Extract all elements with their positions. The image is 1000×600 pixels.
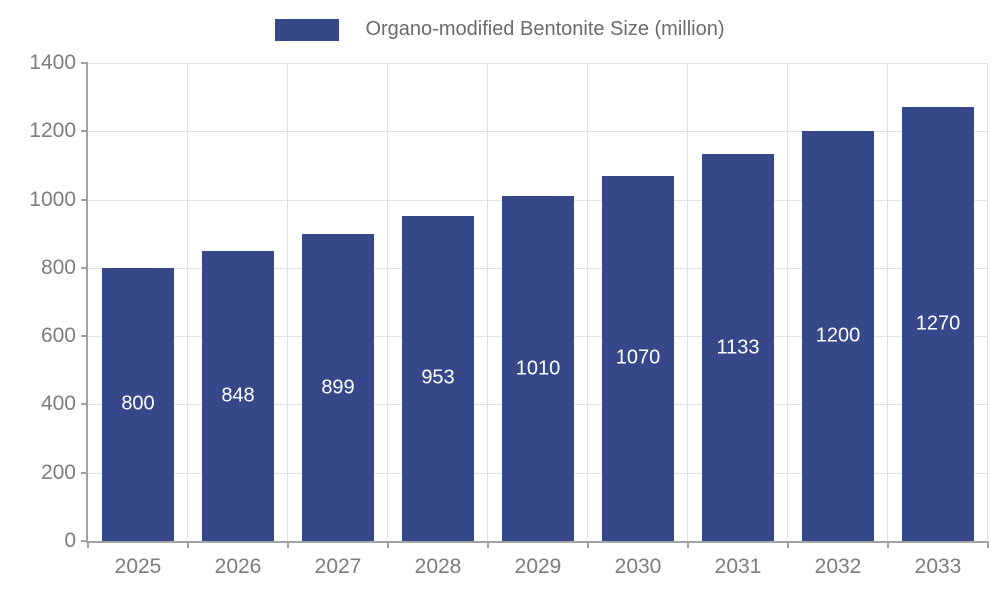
y-axis-tick — [81, 62, 88, 64]
x-axis-label: 2033 — [914, 555, 962, 578]
bar-value-label: 1270 — [915, 312, 961, 335]
gridline-vertical — [987, 63, 988, 541]
y-axis-tick — [81, 471, 88, 474]
bar-value-label: 1200 — [815, 324, 861, 347]
y-axis-tick — [81, 198, 88, 201]
gridline-vertical — [187, 63, 188, 541]
bar-value-label: 1070 — [615, 346, 661, 369]
legend-label: Organo-modified Bentonite Size (million) — [365, 18, 725, 40]
bar-value-label: 1010 — [515, 357, 561, 380]
x-axis-label: 2032 — [814, 555, 862, 578]
y-axis-label: 400 — [40, 392, 76, 416]
y-axis-label: 0 — [64, 529, 76, 552]
x-axis-tick — [187, 541, 189, 548]
plot-area: 0 200 400 600 800 1000 1200 1400 800 2025 848 2026 8… — [29, 51, 989, 578]
gridline-vertical — [287, 63, 288, 541]
gridline-horizontal — [88, 63, 988, 64]
bar-2031: 1133 — [702, 154, 774, 541]
y-axis-label: 800 — [40, 255, 76, 279]
gridline-horizontal — [88, 131, 988, 133]
y-axis-label: 1200 — [29, 119, 76, 143]
gridline-vertical — [887, 63, 888, 541]
legend[interactable]: Organo-modified Bentonite Size (million) — [0, 18, 1000, 41]
x-axis-label: 2031 — [714, 555, 762, 578]
x-axis-tick — [787, 541, 789, 548]
y-axis-tick — [81, 335, 88, 338]
bar-value-label: 800 — [121, 392, 155, 415]
bar-2029: 1010 — [502, 196, 574, 541]
bar-2030: 1070 — [602, 175, 674, 541]
x-axis-label: 2027 — [314, 555, 362, 578]
x-axis-tick — [387, 541, 389, 548]
y-axis-label: 600 — [40, 324, 76, 348]
y-axis-tick — [81, 403, 88, 406]
x-axis-tick — [887, 541, 889, 548]
x-axis-tick — [487, 541, 489, 548]
bar-value-label: 1133 — [716, 336, 760, 359]
bar-2025: 800 — [102, 267, 174, 541]
y-axis-tick — [81, 266, 88, 269]
y-axis-tick — [81, 540, 88, 542]
y-axis-label: 200 — [40, 460, 76, 484]
y-axis-tick — [81, 130, 88, 133]
bar-value-label: 899 — [321, 376, 355, 399]
gridline-vertical — [487, 63, 488, 541]
x-axis-tick — [987, 541, 989, 548]
gridline-vertical — [687, 63, 688, 541]
bar-2028: 953 — [402, 215, 474, 541]
gridline-vertical — [787, 63, 788, 541]
y-axis-label: 1400 — [29, 51, 76, 74]
x-axis-label: 2029 — [514, 555, 562, 578]
x-axis-tick — [687, 541, 689, 548]
bar-2026: 848 — [202, 251, 274, 541]
bar-2033: 1270 — [902, 107, 974, 541]
x-axis-label: 2025 — [114, 555, 162, 578]
y-axis-label: 1000 — [29, 187, 76, 211]
bar-2032: 1200 — [802, 131, 874, 541]
gridline-vertical — [587, 63, 588, 541]
x-axis-tick — [87, 541, 89, 548]
x-axis-label: 2028 — [414, 555, 462, 578]
bar-value-label: 848 — [221, 384, 255, 407]
x-axis-label: 2030 — [614, 555, 662, 578]
legend-swatch — [275, 18, 340, 41]
bar-2027: 899 — [302, 234, 374, 541]
gridline-vertical — [387, 63, 388, 541]
bar-value-label: 953 — [421, 366, 455, 389]
x-axis-tick — [587, 541, 589, 548]
x-axis-label: 2026 — [214, 555, 262, 578]
x-axis-tick — [287, 541, 289, 548]
